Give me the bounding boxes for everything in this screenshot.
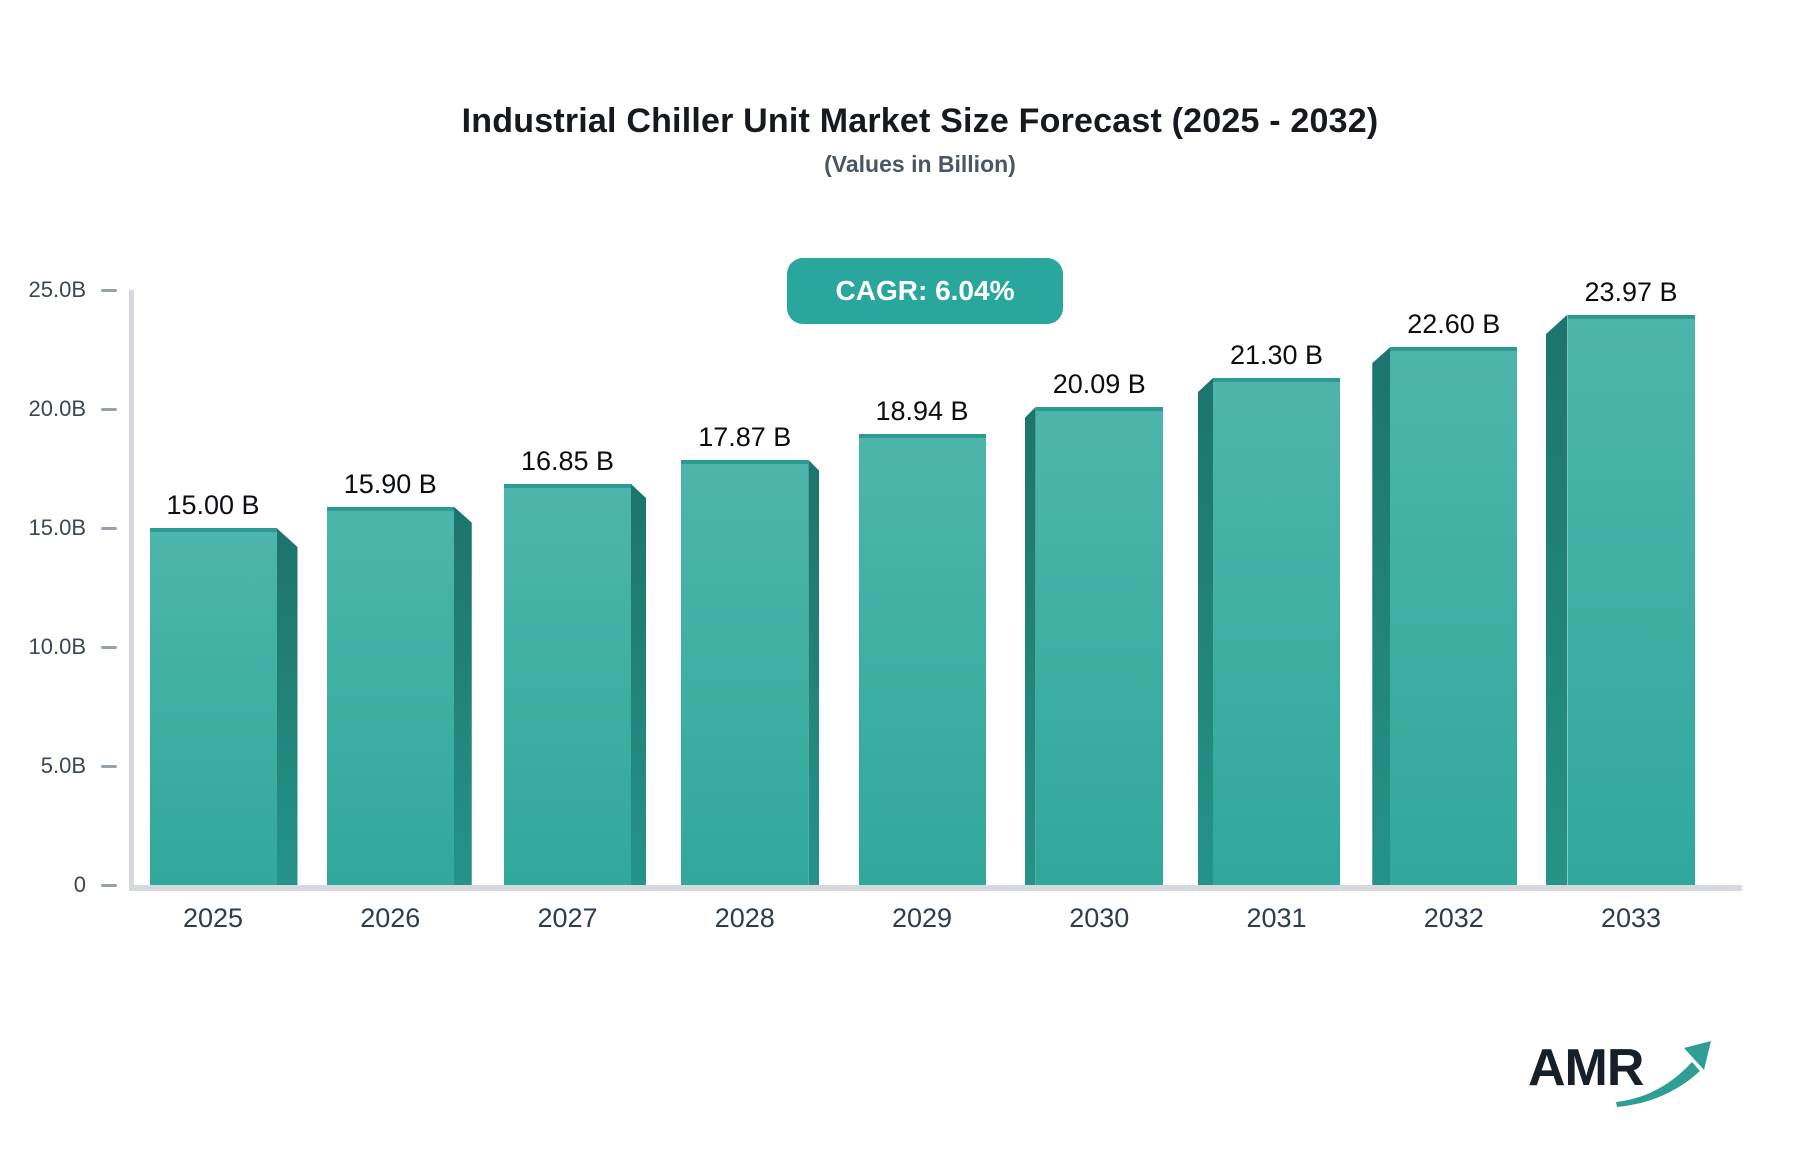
x-axis-label: 2026 <box>360 903 421 933</box>
growth-arrow-icon <box>1616 1041 1711 1107</box>
bar-side-face <box>1198 378 1213 885</box>
y-tick-dash <box>101 883 117 887</box>
x-axis-label: 2028 <box>714 903 775 933</box>
bar-side-face <box>631 483 646 885</box>
bar <box>149 528 277 885</box>
bar <box>858 434 986 885</box>
x-axis-baseline <box>129 885 1742 891</box>
chart-header: Industrial Chiller Unit Market Size Fore… <box>40 0 1800 177</box>
y-tick-dash <box>101 407 117 411</box>
bar-value-label: 17.87 B <box>698 421 792 452</box>
x-axis-label: 2025 <box>182 903 244 933</box>
bar-side-face <box>453 506 472 885</box>
bar <box>1390 347 1518 885</box>
x-axis-label: 2031 <box>1246 903 1307 933</box>
x-axis-label: 2033 <box>1600 903 1662 933</box>
amr-logo: AMR <box>1528 1032 1713 1118</box>
y-tick-label: 0 <box>73 872 86 897</box>
chart-title: Industrial Chiller Unit Market Size Fore… <box>461 102 1379 140</box>
bar-value-label: 22.60 B <box>1407 309 1501 340</box>
amr-logo-text: AMR <box>1528 1039 1644 1097</box>
bar-value-label: 15.00 B <box>166 490 260 520</box>
bar-value-label: 15.90 B <box>343 468 437 499</box>
x-axis-label: 2030 <box>1069 903 1130 933</box>
bar-value-label: 20.09 B <box>1052 368 1146 399</box>
y-tick-dash <box>101 288 117 292</box>
bar-side-face <box>808 459 820 885</box>
x-axis-label: 2032 <box>1423 903 1484 933</box>
y-tick-label: 15.0B <box>28 515 87 540</box>
y-tick-dash <box>101 764 117 768</box>
y-tick-dash <box>101 645 117 649</box>
y-tick-label: 20.0B <box>28 396 87 421</box>
bar-value-label: 23.97 B <box>1584 276 1678 307</box>
bar <box>326 506 454 885</box>
y-tick-label: 25.0B <box>28 277 87 302</box>
bar <box>681 459 809 885</box>
y-tick-dash <box>101 526 117 530</box>
bar-value-label: 21.30 B <box>1229 340 1324 371</box>
y-axis-line <box>129 290 134 891</box>
chart-subtitle: (Values in Billion) <box>824 151 1016 177</box>
cagr-badge: CAGR: 6.04% <box>787 258 1063 324</box>
bar-side-face <box>276 528 298 885</box>
bar-side-face <box>1545 314 1568 885</box>
bar-side-face <box>1372 347 1391 885</box>
bar <box>504 483 631 885</box>
x-axis-label: 2027 <box>537 903 598 933</box>
bar-value-label: 18.94 B <box>875 396 969 427</box>
bar <box>1567 314 1695 885</box>
y-tick-label: 10.0B <box>28 634 87 659</box>
bar-value-label: 16.85 B <box>520 445 615 476</box>
x-axis-label: 2029 <box>891 903 953 933</box>
bar <box>1213 378 1340 885</box>
y-tick-label: 5.0B <box>40 753 86 778</box>
bar <box>1035 406 1163 885</box>
bar-side-face <box>1024 406 1036 885</box>
